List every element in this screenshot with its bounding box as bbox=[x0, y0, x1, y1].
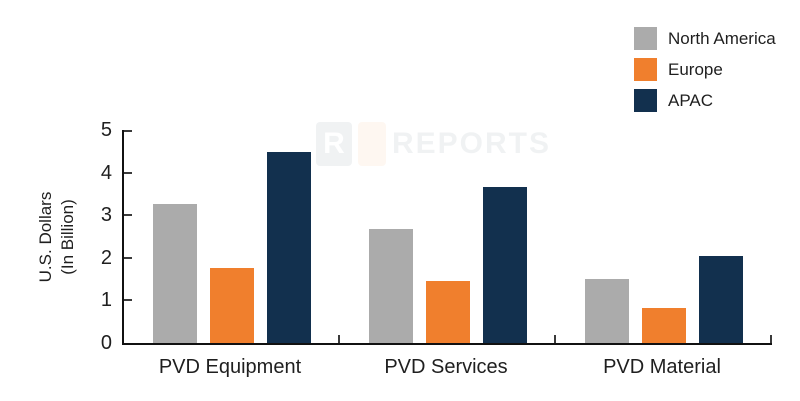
x-axis-category-labels: PVD Equipment PVD Services PVD Material bbox=[122, 356, 770, 379]
y-tick-label-1: 1 bbox=[100, 289, 112, 312]
bar-apac-pvd-material bbox=[699, 255, 743, 343]
legend-swatch-europe bbox=[634, 58, 657, 81]
x-category-label-pvd-material: PVD Material bbox=[603, 356, 721, 378]
plot-area bbox=[122, 130, 772, 345]
x-tick-mark-2 bbox=[554, 335, 556, 343]
bar-north-america-pvd-services bbox=[369, 229, 413, 343]
x-tick-mark-3 bbox=[770, 335, 772, 343]
x-tick-mark-1 bbox=[338, 335, 340, 343]
y-tick-label-4: 4 bbox=[100, 161, 112, 184]
y-tick-mark-5 bbox=[124, 130, 132, 132]
legend-swatch-north-america bbox=[634, 27, 657, 50]
legend: North America Europe APAC bbox=[634, 27, 776, 120]
x-category-label-pvd-equipment: PVD Equipment bbox=[158, 356, 302, 378]
bar-europe-pvd-services bbox=[426, 281, 470, 343]
bar-apac-pvd-services bbox=[483, 186, 527, 343]
bar-apac-pvd-equipment bbox=[267, 152, 311, 343]
legend-item-north-america: North America bbox=[634, 27, 776, 50]
y-tick-label-2: 2 bbox=[100, 246, 112, 269]
legend-swatch-apac bbox=[634, 89, 657, 112]
legend-label-north-america: North America bbox=[668, 28, 776, 48]
y-tick-label-0: 0 bbox=[100, 332, 112, 354]
y-tick-label-5: 5 bbox=[100, 119, 112, 141]
y-tick-label-3: 3 bbox=[100, 204, 112, 227]
bar-group-pvd-material bbox=[556, 130, 772, 343]
legend-label-apac: APAC bbox=[668, 90, 714, 110]
bar-north-america-pvd-material bbox=[585, 278, 629, 343]
bar-europe-pvd-material bbox=[642, 308, 686, 343]
legend-item-europe: Europe bbox=[634, 58, 776, 81]
y-tick-mark-1 bbox=[124, 299, 132, 302]
y-tick-mark-2 bbox=[124, 256, 132, 259]
legend-label-europe: Europe bbox=[668, 59, 723, 79]
bar-europe-pvd-equipment bbox=[210, 267, 254, 343]
x-category-label-pvd-services: PVD Services bbox=[384, 356, 508, 378]
y-tick-mark-3 bbox=[124, 214, 132, 217]
y-tick-mark-4 bbox=[124, 171, 132, 174]
bar-north-america-pvd-equipment bbox=[153, 203, 197, 343]
bar-group-pvd-equipment bbox=[124, 130, 340, 343]
y-axis-tick-labels: 0 1 2 3 4 5 bbox=[0, 119, 112, 354]
bar-group-pvd-services bbox=[340, 130, 556, 343]
legend-item-apac: APAC bbox=[634, 89, 776, 112]
